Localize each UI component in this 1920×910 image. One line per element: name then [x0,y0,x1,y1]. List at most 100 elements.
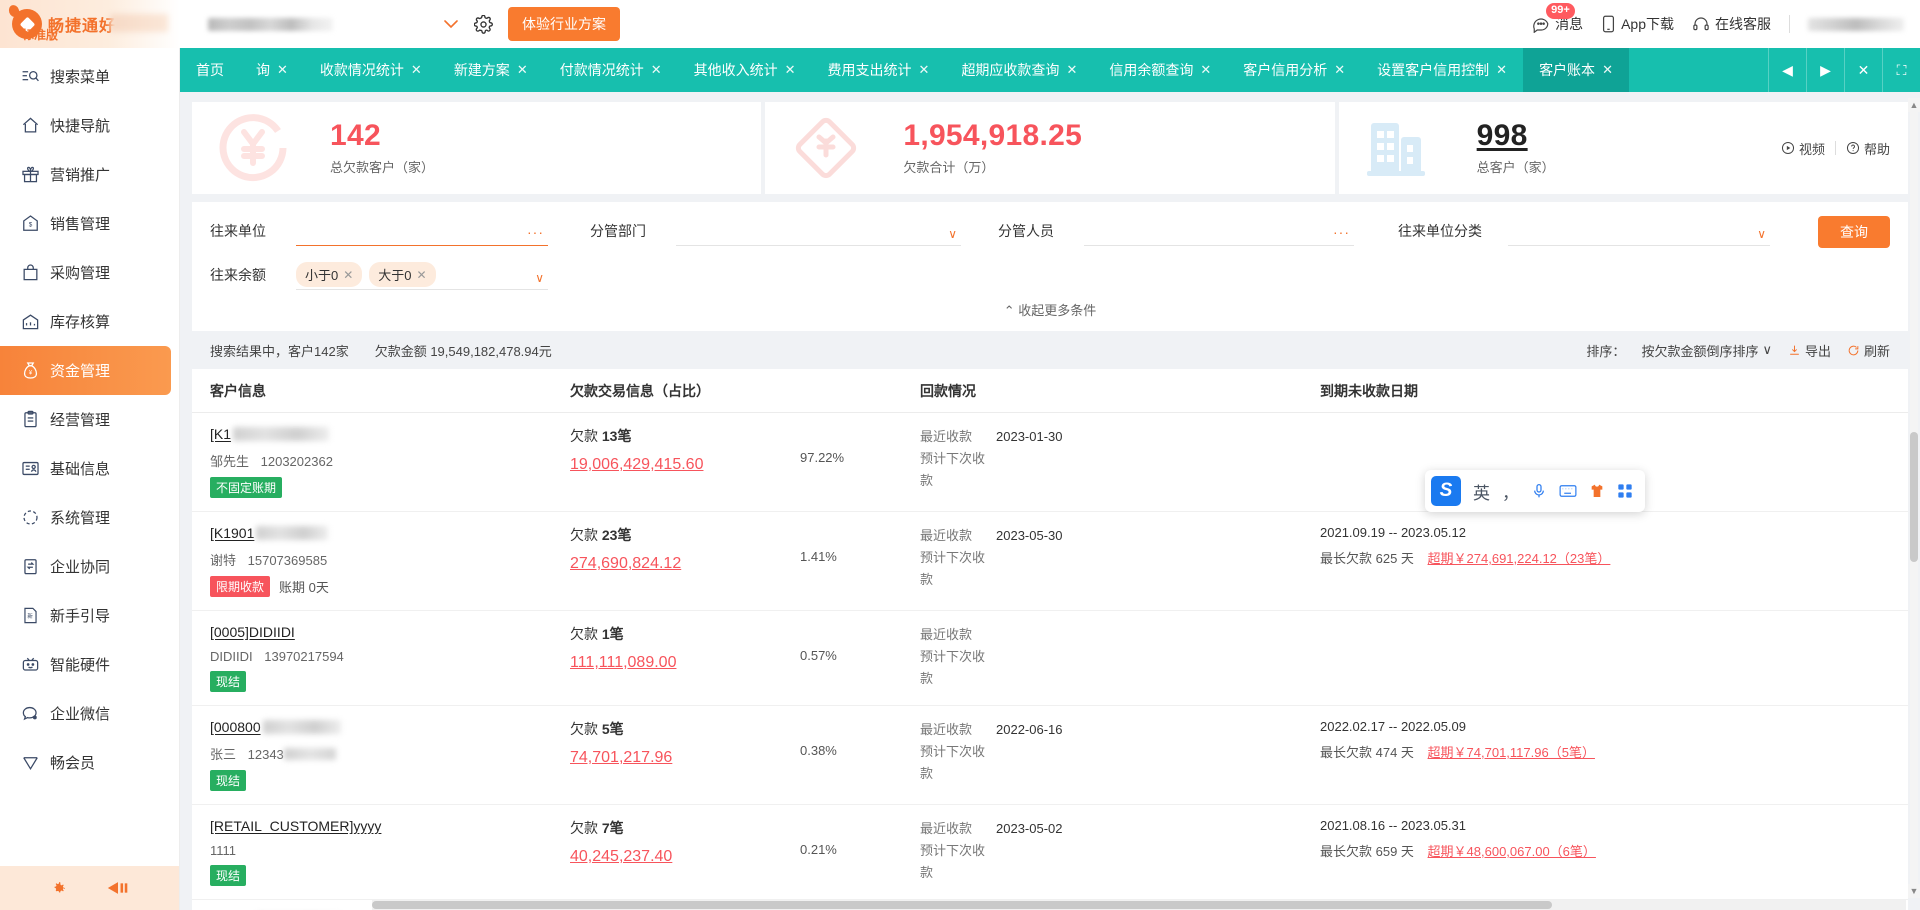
balance-tags-field[interactable]: 小于0 ✕ 大于0 ✕ ∨ [296,260,548,290]
sogou-logo-icon[interactable]: S [1431,476,1461,506]
sidebar-item-newbie-guide[interactable]: 新 新手引导 [0,591,179,640]
sidebar-item-sales[interactable]: $ 销售管理 [0,199,179,248]
debt-amount[interactable]: 19,006,429,415.60 [570,456,704,473]
sort-select[interactable]: 按欠款金额倒序排序 ∨ [1641,341,1772,360]
sidebar-item-operations[interactable]: 经营管理 [0,395,179,444]
sidebar-item-basic-info[interactable]: 基础信息 [0,444,179,493]
debt-amount[interactable]: 111,111,089.00 [570,654,677,671]
lookup-icon[interactable]: ··· [527,224,544,240]
close-icon[interactable]: ✕ [1200,62,1212,77]
scroll-up-button[interactable]: ▲ [1908,98,1920,112]
close-icon[interactable]: ✕ [277,62,288,77]
vertical-scrollbar-thumb[interactable] [1910,432,1918,562]
partner-category-select[interactable]: ∨ [1508,216,1770,246]
logo-area[interactable]: 畅捷通好 标准版 [0,0,180,48]
app-download-entry[interactable]: App下载 [1601,14,1674,34]
tab-overdue-receivable-query[interactable]: 超期应收款查询 ✕ [945,48,1093,92]
collapse-icon[interactable] [107,881,129,895]
close-icon[interactable]: ✕ [1602,62,1613,77]
collapse-more-conditions[interactable]: ⌃ 收起更多条件 [210,290,1890,327]
horizontal-scrollbar-track[interactable] [372,900,1906,910]
chevron-down-icon[interactable]: ∨ [535,271,544,285]
overdue-link[interactable]: 超期￥274,691,224.12（23笔） [1427,551,1611,566]
close-icon[interactable]: ✕ [650,62,662,77]
sidebar-item-purchase[interactable]: 采购管理 [0,248,179,297]
overdue-link[interactable]: 超期￥74,701,117.96（5笔） [1427,745,1595,760]
close-icon[interactable]: ✕ [918,62,930,77]
balance-tag[interactable]: 小于0 ✕ [296,262,363,287]
balance-tag[interactable]: 大于0 ✕ [369,262,436,287]
customer-name[interactable]: [RETAIL_CUSTOMER]yyyy [210,818,382,834]
table-row[interactable]: [K1 邹先生 1203202362 不固定账期 欠款 [192,413,1908,512]
tab-other-income-stats[interactable]: 其他收入统计 ✕ [678,48,812,92]
table-row[interactable]: [0005]DIDIIDI DIDIIDI 13970217594 现结 [192,611,1908,706]
sidebar-item-vip[interactable]: 畅会员 [0,738,179,787]
horizontal-scrollbar-thumb[interactable] [372,901,1552,909]
help-link[interactable]: 帮助 [1846,139,1890,158]
sidebar-item-system[interactable]: 系统管理 [0,493,179,542]
tab-query[interactable]: 询 ✕ [240,48,304,92]
language-mode-icon[interactable]: 英 [1473,483,1490,503]
ime-floating-toolbar[interactable]: S 英 ， [1425,470,1645,512]
chevron-down-icon[interactable]: ∨ [948,227,957,241]
sidebar-item-collaboration[interactable]: 企业协同 [0,542,179,591]
customer-name[interactable]: [0005]DIDIIDI [210,624,295,640]
search-button[interactable]: 查询 [1818,216,1890,248]
customer-name[interactable]: [000800 [210,719,261,735]
tab-expense-stats[interactable]: 费用支出统计 ✕ [812,48,946,92]
tab-receipt-stats[interactable]: 收款情况统计 ✕ [304,48,438,92]
scroll-down-button[interactable]: ▼ [1908,884,1920,898]
tab-home[interactable]: 首页 [180,48,240,92]
keyboard-icon[interactable] [1559,484,1577,498]
close-icon[interactable]: ✕ [516,62,528,77]
skin-icon[interactable] [1589,483,1605,499]
tab-credit-balance-query[interactable]: 信用余额查询 ✕ [1093,48,1227,92]
export-button[interactable]: 导出 [1788,341,1831,360]
sidebar-item-inventory[interactable]: 库存核算 [0,297,179,346]
sidebar-item-search-menu[interactable]: 搜索菜单 [0,52,179,101]
video-link[interactable]: 视频 [1781,139,1825,158]
close-icon[interactable]: ✕ [784,62,796,77]
organization-selector[interactable] [208,9,458,39]
sidebar-item-smart-device[interactable]: 智能硬件 [0,640,179,689]
microphone-icon[interactable] [1531,483,1547,499]
partner-unit-input[interactable]: ··· [296,216,548,246]
sidebar-item-marketing[interactable]: 营销推广 [0,150,179,199]
close-icon[interactable]: ✕ [343,267,354,282]
overdue-link[interactable]: 超期￥48,600,067.00（6笔） [1427,844,1596,859]
close-icon[interactable]: ✕ [410,62,422,77]
punctuation-icon[interactable]: ， [1502,483,1519,503]
experience-industry-plan-button[interactable]: 体验行业方案 [508,7,620,41]
tab-customer-credit-analysis[interactable]: 客户信用分析 ✕ [1227,48,1361,92]
table-row[interactable]: [000800 张三 12343 现结 欠款 [192,706,1908,805]
close-icon[interactable]: ✕ [1844,48,1882,92]
close-icon[interactable]: ✕ [1334,62,1346,77]
table-row[interactable]: [K1901 谢特 15707369585 限期收款 账期 0天 [192,512,1908,611]
lookup-icon[interactable]: ··· [1333,224,1350,240]
messages-entry[interactable]: 消息 99+ [1532,3,1583,34]
tab-customer-ledger[interactable]: 客户账本 ✕ [1523,48,1629,92]
apps-icon[interactable] [1617,483,1633,499]
online-service-entry[interactable]: 在线客服 [1692,14,1771,34]
arrow-right-icon[interactable]: ▶ [1806,48,1844,92]
customer-name[interactable]: [K1901 [210,525,255,541]
staff-input[interactable]: ··· [1084,216,1354,246]
debt-amount[interactable]: 74,701,217.96 [570,749,673,766]
settings-gear-icon[interactable] [472,13,494,35]
close-icon[interactable]: ✕ [1066,62,1078,77]
fullscreen-icon[interactable]: ⛶ [1882,48,1920,92]
sidebar-item-wechat-work[interactable]: 企业微信 [0,689,179,738]
table-row[interactable]: [RETAIL_CUSTOMER]yyyy 1111 现结 欠款 7笔 [192,805,1908,900]
tab-new-plan[interactable]: 新建方案 ✕ [438,48,544,92]
debt-amount[interactable]: 274,690,824.12 [570,555,682,572]
sidebar-item-fund-management[interactable]: ¥ 资金管理 [0,346,171,395]
sidebar-item-quick-nav[interactable]: 快捷导航 [0,101,179,150]
chevron-down-icon[interactable]: ∨ [1757,227,1766,241]
arrow-left-icon[interactable]: ◀ [1768,48,1806,92]
tab-payment-stats[interactable]: 付款情况统计 ✕ [544,48,678,92]
refresh-button[interactable]: 刷新 [1847,341,1890,360]
customer-name[interactable]: [K1 [210,426,232,442]
tab-set-customer-credit-control[interactable]: 设置客户信用控制 ✕ [1361,48,1523,92]
department-select[interactable]: ∨ [676,216,961,246]
debt-amount[interactable]: 40,245,237.40 [570,848,673,865]
